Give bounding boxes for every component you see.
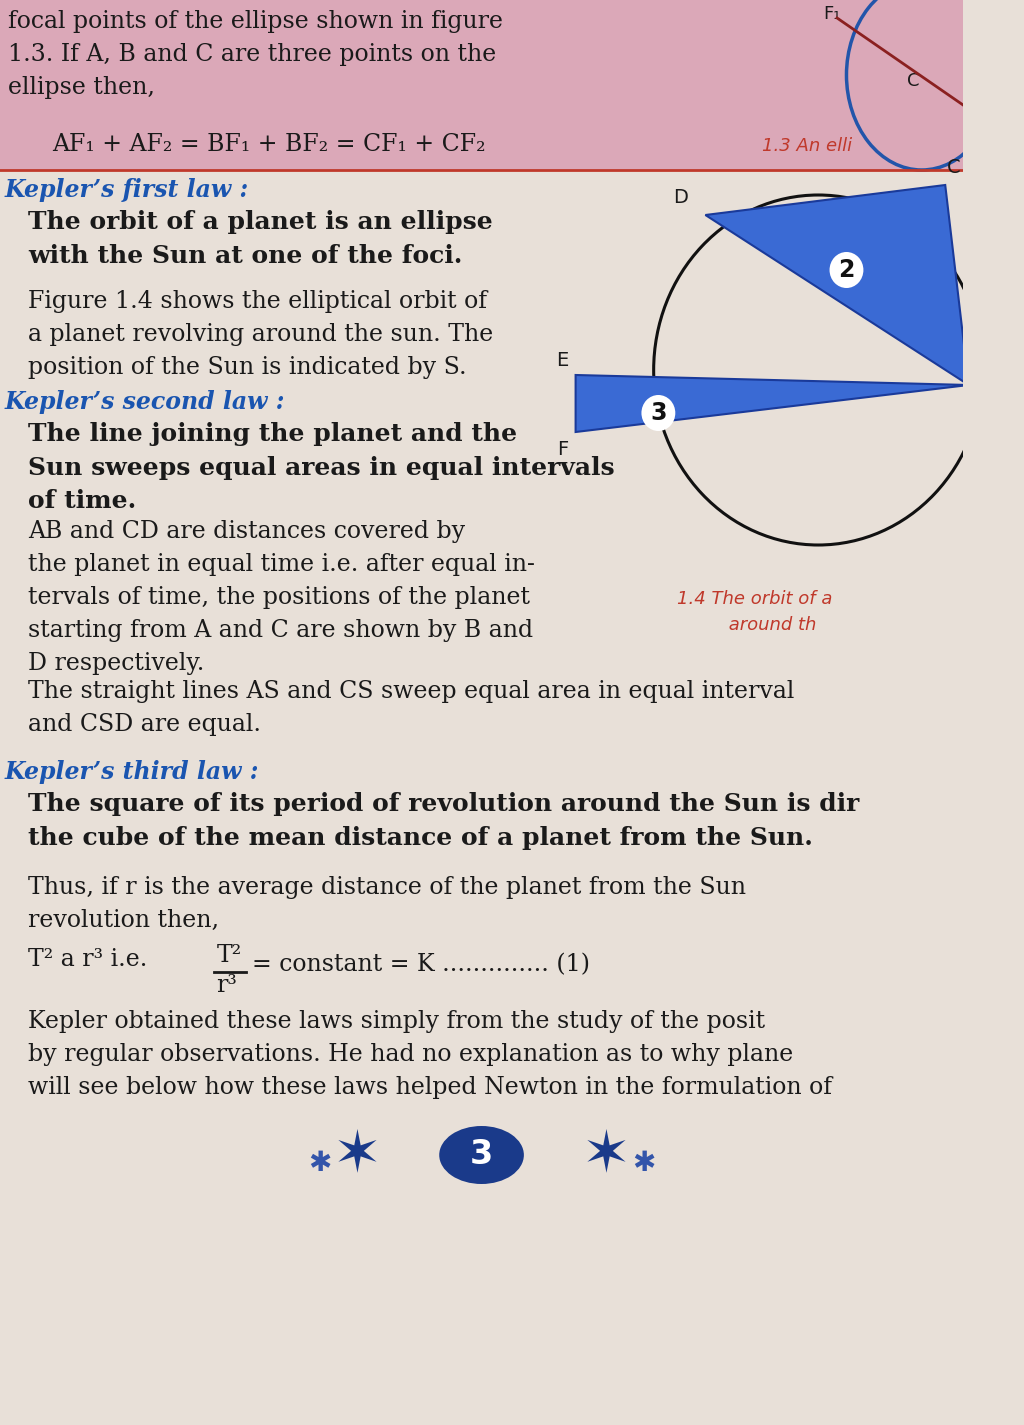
Text: D: D (674, 188, 688, 207)
Text: 3: 3 (470, 1139, 494, 1171)
FancyBboxPatch shape (0, 0, 964, 170)
Text: 2: 2 (839, 258, 855, 282)
Circle shape (641, 395, 675, 430)
Text: Figure 1.4 shows the elliptical orbit of
a planet revolving around the sun. The
: Figure 1.4 shows the elliptical orbit of… (29, 291, 494, 379)
Text: C: C (947, 158, 961, 177)
Text: AF₁ + AF₂ = BF₁ + BF₂ = CF₁ + CF₂: AF₁ + AF₂ = BF₁ + BF₂ = CF₁ + CF₂ (52, 133, 485, 155)
Text: 3: 3 (650, 400, 667, 425)
Text: T²: T² (216, 943, 242, 968)
Circle shape (829, 252, 863, 288)
Polygon shape (575, 375, 969, 432)
Text: r³: r³ (216, 975, 238, 997)
Text: focal points of the ellipse shown in figure
1.3. If A, B and C are three points : focal points of the ellipse shown in fig… (7, 10, 503, 98)
Text: Kepler’s third law :: Kepler’s third law : (5, 760, 259, 784)
Text: E: E (556, 351, 568, 370)
Text: ✶: ✶ (582, 1127, 630, 1184)
Text: F₁: F₁ (823, 6, 841, 23)
Text: C: C (906, 73, 920, 90)
Text: 1.3 An elli: 1.3 An elli (762, 137, 852, 155)
Text: Kepler’s first law :: Kepler’s first law : (5, 178, 249, 202)
Text: 1.4 The orbit of a
         around th: 1.4 The orbit of a around th (677, 590, 833, 634)
Text: Kepler’s second law :: Kepler’s second law : (5, 390, 286, 415)
Text: ✶: ✶ (333, 1127, 382, 1184)
Text: Thus, if r is the average distance of the planet from the Sun
revolution then,: Thus, if r is the average distance of th… (29, 876, 746, 932)
Text: ✱: ✱ (308, 1149, 332, 1177)
Text: Kepler obtained these laws simply from the study of the posit
by regular observa: Kepler obtained these laws simply from t… (29, 1010, 833, 1099)
Text: 3: 3 (649, 400, 667, 425)
Text: AB and CD are distances covered by
the planet in equal time i.e. after equal in-: AB and CD are distances covered by the p… (29, 520, 536, 674)
Ellipse shape (439, 1126, 524, 1184)
Text: = constant = K .............. (1): = constant = K .............. (1) (252, 953, 590, 976)
Text: F: F (557, 440, 568, 459)
Text: The line joining the planet and the
Sun sweeps equal areas in equal intervals
of: The line joining the planet and the Sun … (29, 422, 614, 513)
Text: 2: 2 (838, 258, 855, 282)
Text: The orbit of a planet is an ellipse
with the Sun at one of the foci.: The orbit of a planet is an ellipse with… (29, 209, 493, 268)
Polygon shape (706, 185, 969, 385)
Text: T² a r³ i.e.: T² a r³ i.e. (29, 948, 147, 970)
Text: ✱: ✱ (632, 1149, 655, 1177)
Text: The straight lines AS and CS sweep equal area in equal interval
and CSD are equa: The straight lines AS and CS sweep equal… (29, 680, 795, 735)
Text: The square of its period of revolution around the Sun is dir
the cube of the mea: The square of its period of revolution a… (29, 792, 859, 849)
